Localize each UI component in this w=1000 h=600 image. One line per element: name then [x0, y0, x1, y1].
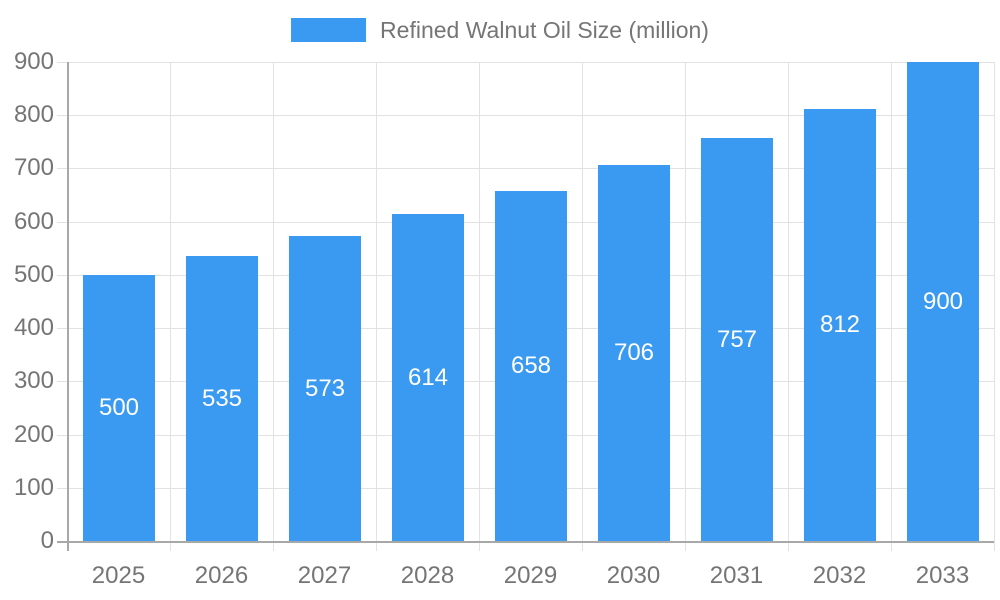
legend-label: Refined Walnut Oil Size (million) — [380, 17, 709, 43]
x-tick-label: 2032 — [812, 562, 867, 589]
bar[interactable] — [907, 62, 979, 541]
x-tick-label: 2031 — [709, 562, 764, 589]
gridline-vertical — [788, 62, 789, 541]
gridline-vertical — [273, 62, 274, 541]
bar[interactable] — [804, 109, 876, 541]
bar[interactable] — [598, 165, 670, 541]
y-tick-label: 800 — [13, 101, 54, 128]
y-tick-label: 500 — [13, 261, 54, 288]
gridline-vertical — [479, 62, 480, 541]
y-tick-label: 0 — [40, 527, 54, 554]
x-axis-tick — [479, 541, 480, 551]
x-axis-tick — [376, 541, 377, 551]
bar[interactable] — [186, 256, 258, 541]
x-tick-label: 2033 — [915, 562, 970, 589]
x-tick-label: 2029 — [503, 562, 558, 589]
bar[interactable] — [392, 214, 464, 541]
x-axis-tick — [685, 541, 686, 551]
x-tick-label: 2028 — [400, 562, 455, 589]
x-tick-label: 2027 — [297, 562, 352, 589]
x-axis-tick — [273, 541, 274, 551]
gridline-horizontal — [57, 62, 994, 63]
y-tick-label: 900 — [13, 48, 54, 75]
y-tick-label: 600 — [13, 208, 54, 235]
legend-item[interactable]: Refined Walnut Oil Size (million) — [291, 16, 709, 44]
gridline-vertical — [170, 62, 171, 541]
y-tick-label: 200 — [13, 421, 54, 448]
bar[interactable] — [289, 236, 361, 541]
x-axis-tick — [582, 541, 583, 551]
y-tick-label: 400 — [13, 314, 54, 341]
x-tick-label: 2030 — [606, 562, 661, 589]
x-axis-tick — [891, 541, 892, 551]
gridline-horizontal — [57, 115, 994, 116]
y-tick-label: 100 — [13, 474, 54, 501]
gridline-vertical — [685, 62, 686, 541]
y-tick-label: 700 — [13, 154, 54, 181]
gridline-horizontal — [57, 168, 994, 169]
x-axis-tick — [788, 541, 789, 551]
bar[interactable] — [495, 191, 567, 541]
gridline-vertical — [376, 62, 377, 541]
x-tick-label: 2025 — [91, 562, 146, 589]
x-axis-tick — [994, 541, 995, 551]
x-axis-line — [57, 541, 994, 543]
y-tick-label: 300 — [13, 367, 54, 394]
x-tick-label: 2026 — [194, 562, 249, 589]
gridline-vertical — [994, 62, 995, 541]
gridline-vertical — [891, 62, 892, 541]
gridline-vertical — [582, 62, 583, 541]
x-axis-tick — [170, 541, 171, 551]
y-axis-line — [67, 62, 69, 551]
legend-swatch — [291, 18, 367, 42]
bar[interactable] — [83, 275, 155, 541]
bar[interactable] — [701, 138, 773, 541]
